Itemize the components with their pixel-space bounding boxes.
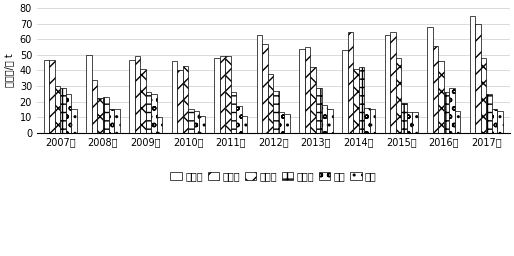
Bar xyxy=(55,86,60,133)
Bar xyxy=(359,67,364,133)
Bar xyxy=(236,106,242,133)
Bar xyxy=(92,80,98,133)
Bar xyxy=(114,109,120,133)
Bar xyxy=(268,73,273,133)
Bar xyxy=(199,116,205,133)
Bar xyxy=(310,67,316,133)
Bar xyxy=(396,58,401,133)
Bar xyxy=(433,46,438,133)
Bar xyxy=(219,56,225,133)
Bar xyxy=(172,61,177,133)
Bar xyxy=(60,88,66,133)
Bar xyxy=(103,97,108,133)
Bar xyxy=(322,105,327,133)
Bar xyxy=(188,109,194,133)
Bar xyxy=(353,69,359,133)
Bar xyxy=(438,61,444,133)
Bar xyxy=(98,99,103,133)
Bar xyxy=(71,109,77,133)
Bar xyxy=(455,111,461,133)
Bar xyxy=(225,56,231,133)
Bar xyxy=(486,94,492,133)
Bar xyxy=(177,70,182,133)
Bar xyxy=(384,35,390,133)
Bar xyxy=(145,92,151,133)
Bar xyxy=(157,117,162,133)
Bar xyxy=(257,35,262,133)
Bar xyxy=(470,16,475,133)
Bar xyxy=(66,94,71,133)
Bar xyxy=(401,103,407,133)
Bar xyxy=(444,92,449,133)
Bar xyxy=(492,109,498,133)
Bar xyxy=(412,112,418,133)
Bar xyxy=(273,91,279,133)
Bar xyxy=(305,47,310,133)
Bar xyxy=(299,49,305,133)
Bar xyxy=(316,88,322,133)
Bar xyxy=(44,60,49,133)
Bar xyxy=(284,114,290,133)
Bar xyxy=(194,111,199,133)
Bar xyxy=(498,111,503,133)
Bar xyxy=(129,60,135,133)
Bar xyxy=(135,56,140,133)
Bar xyxy=(475,24,481,133)
Bar xyxy=(364,108,370,133)
Bar xyxy=(427,27,433,133)
Bar xyxy=(214,58,219,133)
Legend: 墨西哥, 西班牙, 土耳其, 阿根廷, 南非, 美国: 墨西哥, 西班牙, 土耳其, 阿根廷, 南非, 美国 xyxy=(167,167,380,185)
Bar xyxy=(182,66,188,133)
Bar xyxy=(279,112,284,133)
Bar xyxy=(347,31,353,133)
Bar xyxy=(342,50,347,133)
Y-axis label: 出口量/万 t: 出口量/万 t xyxy=(4,54,14,87)
Bar xyxy=(86,55,92,133)
Bar xyxy=(242,116,247,133)
Bar xyxy=(370,109,375,133)
Bar xyxy=(49,60,55,133)
Bar xyxy=(327,109,333,133)
Bar xyxy=(390,31,396,133)
Bar xyxy=(262,44,268,133)
Bar xyxy=(108,109,114,133)
Bar xyxy=(151,94,157,133)
Bar xyxy=(449,88,455,133)
Bar xyxy=(140,69,145,133)
Bar xyxy=(481,58,486,133)
Bar xyxy=(407,112,412,133)
Bar xyxy=(231,92,236,133)
